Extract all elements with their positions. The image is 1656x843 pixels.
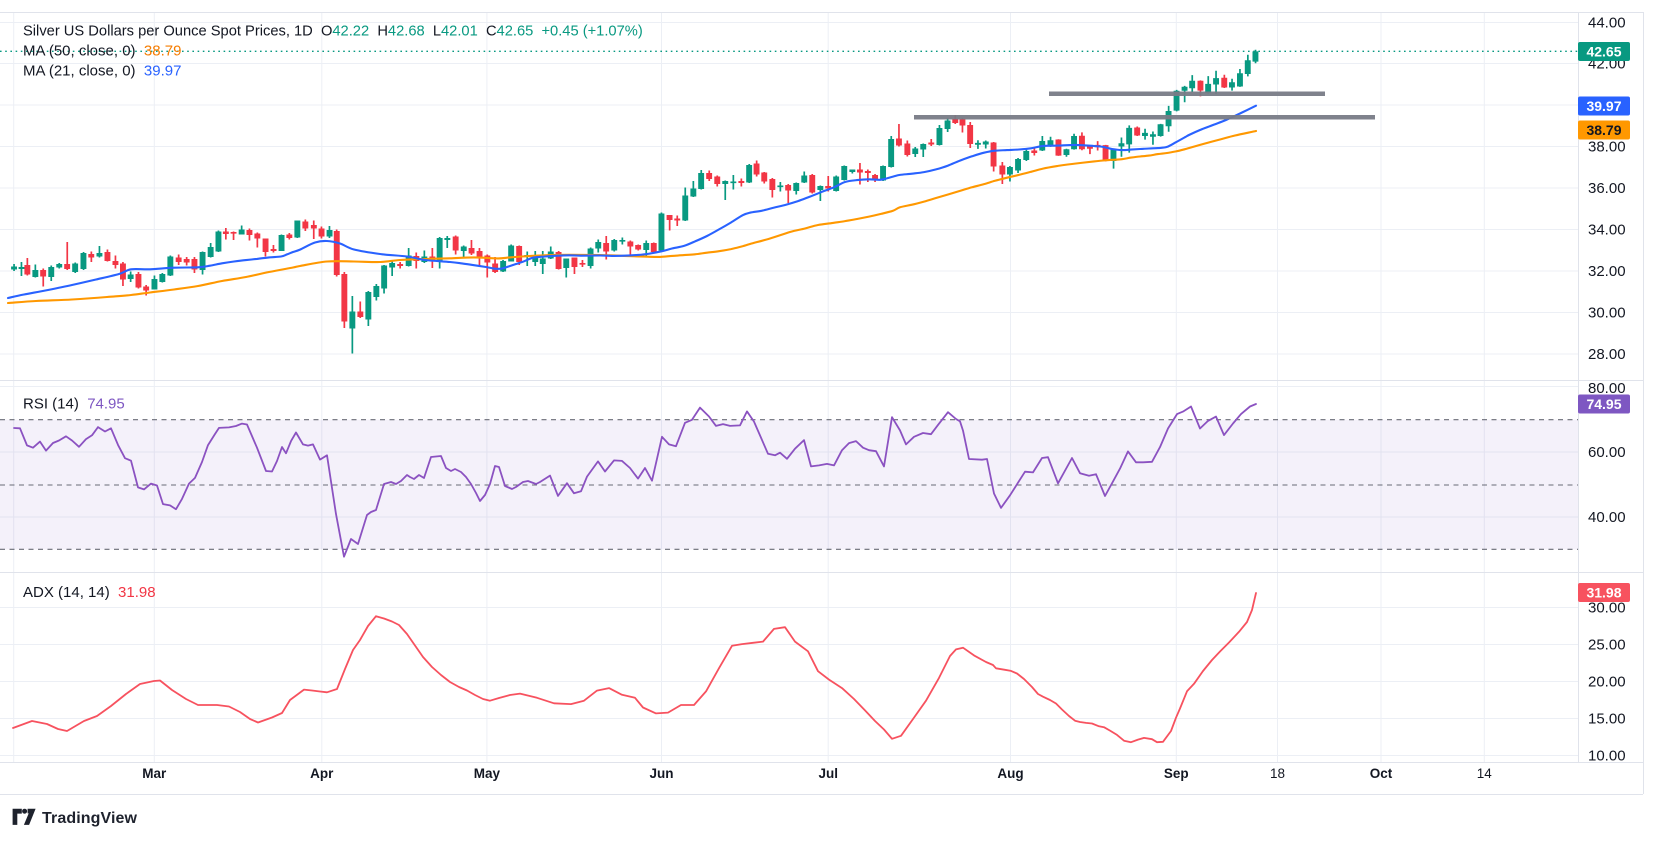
svg-text:25.00: 25.00 xyxy=(1588,637,1626,654)
svg-text:38.79: 38.79 xyxy=(1586,122,1621,138)
svg-text:MA (21, close, 0) 39.97: MA (21, close, 0) 39.97 xyxy=(23,63,181,80)
svg-text:39.97: 39.97 xyxy=(1586,98,1621,114)
svg-text:May: May xyxy=(474,766,501,781)
svg-text:Mar: Mar xyxy=(142,766,167,781)
svg-text:Aug: Aug xyxy=(997,766,1023,781)
svg-text:Silver US Dollars per Ounce Sp: Silver US Dollars per Ounce Spot Prices,… xyxy=(23,24,643,40)
svg-text:36.00: 36.00 xyxy=(1588,180,1626,197)
svg-text:40.00: 40.00 xyxy=(1588,509,1626,526)
svg-text:80.00: 80.00 xyxy=(1588,380,1626,397)
svg-text:ADX (14, 14) 31.98: ADX (14, 14) 31.98 xyxy=(23,584,156,601)
svg-text:30.00: 30.00 xyxy=(1588,305,1626,322)
svg-text:44.00: 44.00 xyxy=(1588,15,1626,32)
svg-text:18: 18 xyxy=(1270,766,1285,781)
svg-text:Sep: Sep xyxy=(1164,766,1189,781)
svg-text:31.98: 31.98 xyxy=(1586,585,1621,601)
svg-text:Jul: Jul xyxy=(818,766,838,781)
svg-text:38.00: 38.00 xyxy=(1588,139,1626,156)
svg-text:Apr: Apr xyxy=(310,766,334,781)
svg-text:28.00: 28.00 xyxy=(1588,346,1626,363)
svg-text:74.95: 74.95 xyxy=(1586,396,1621,412)
svg-text:TradingView: TradingView xyxy=(42,810,138,827)
svg-text:10.00: 10.00 xyxy=(1588,748,1626,765)
svg-text:30.00: 30.00 xyxy=(1588,600,1626,617)
svg-text:15.00: 15.00 xyxy=(1588,711,1626,728)
svg-text:MA (50, close, 0) 38.79: MA (50, close, 0) 38.79 xyxy=(23,43,181,60)
svg-text:RSI (14) 74.95: RSI (14) 74.95 xyxy=(23,396,125,413)
svg-text:60.00: 60.00 xyxy=(1588,444,1626,461)
svg-text:42.65: 42.65 xyxy=(1586,44,1621,60)
svg-text:20.00: 20.00 xyxy=(1588,674,1626,691)
svg-text:32.00: 32.00 xyxy=(1588,263,1626,280)
svg-text:Jun: Jun xyxy=(649,766,673,781)
svg-text:34.00: 34.00 xyxy=(1588,222,1626,239)
svg-text:Oct: Oct xyxy=(1370,766,1393,781)
svg-text:14: 14 xyxy=(1477,766,1493,781)
